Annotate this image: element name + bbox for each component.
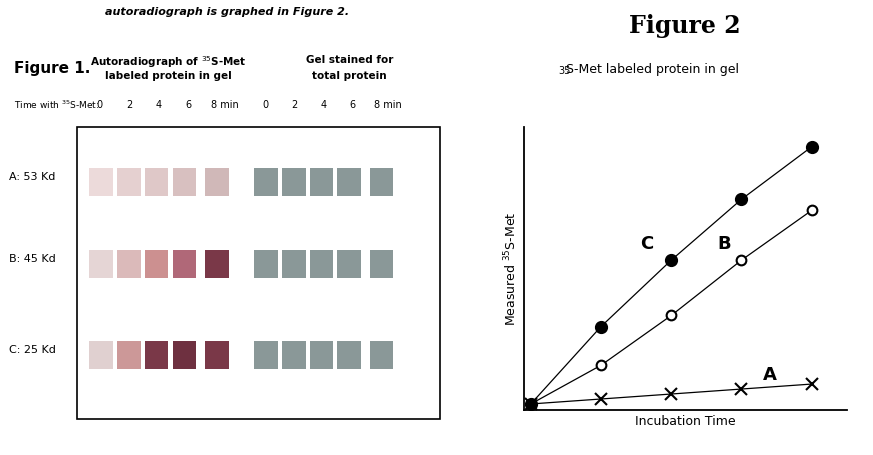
Bar xyxy=(145,250,168,278)
Text: B: B xyxy=(717,235,731,253)
Bar xyxy=(173,250,196,278)
Bar xyxy=(77,127,440,419)
Bar xyxy=(254,341,278,369)
Bar xyxy=(145,341,168,369)
Text: 2: 2 xyxy=(291,100,298,110)
Bar xyxy=(282,250,306,278)
Y-axis label: Measured $^{35}$S-Met: Measured $^{35}$S-Met xyxy=(503,211,519,326)
Text: A: 53 Kd: A: 53 Kd xyxy=(9,172,56,182)
Text: Time with $^{35}$S-Met:: Time with $^{35}$S-Met: xyxy=(14,98,99,111)
Text: 2: 2 xyxy=(127,100,133,110)
Bar xyxy=(282,168,306,196)
Text: Gel stained for: Gel stained for xyxy=(306,55,393,65)
Text: A: A xyxy=(762,366,776,384)
Bar xyxy=(173,341,196,369)
Bar xyxy=(89,250,113,278)
Text: 6: 6 xyxy=(349,100,355,110)
Bar xyxy=(337,168,361,196)
Text: 6: 6 xyxy=(185,100,191,110)
Text: 4: 4 xyxy=(320,100,327,110)
Bar xyxy=(310,341,333,369)
Bar xyxy=(337,341,361,369)
Bar xyxy=(205,250,229,278)
Bar xyxy=(205,341,229,369)
X-axis label: Incubation Time: Incubation Time xyxy=(635,415,736,428)
Bar xyxy=(89,168,113,196)
Bar xyxy=(117,250,141,278)
Bar xyxy=(369,250,393,278)
Text: autoradiograph is graphed in Figure 2.: autoradiograph is graphed in Figure 2. xyxy=(105,7,349,17)
Text: B: 45 Kd: B: 45 Kd xyxy=(9,254,56,264)
Bar xyxy=(117,168,141,196)
Bar xyxy=(173,168,196,196)
Text: 4: 4 xyxy=(155,100,162,110)
Text: Figure 2: Figure 2 xyxy=(629,14,741,38)
Bar xyxy=(310,168,333,196)
Bar xyxy=(369,168,393,196)
Text: 8 min: 8 min xyxy=(375,100,402,110)
Bar xyxy=(205,168,229,196)
Text: 0: 0 xyxy=(263,100,269,110)
Bar xyxy=(145,168,168,196)
Text: C: C xyxy=(640,235,653,253)
Bar xyxy=(254,168,278,196)
Text: Autoradiograph of $^{35}$S-Met: Autoradiograph of $^{35}$S-Met xyxy=(90,55,246,71)
Bar xyxy=(337,250,361,278)
Text: S-Met labeled protein in gel: S-Met labeled protein in gel xyxy=(566,63,739,76)
Bar xyxy=(254,250,278,278)
Text: 0: 0 xyxy=(97,100,103,110)
Text: labeled protein in gel: labeled protein in gel xyxy=(105,71,231,81)
Text: Figure 1.: Figure 1. xyxy=(14,61,90,76)
Bar xyxy=(89,341,113,369)
Bar xyxy=(117,341,141,369)
Bar xyxy=(369,341,393,369)
Text: C: 25 Kd: C: 25 Kd xyxy=(9,345,56,355)
Text: 35: 35 xyxy=(559,66,571,76)
Text: 8 min: 8 min xyxy=(211,100,238,110)
Bar xyxy=(282,341,306,369)
Bar xyxy=(310,250,333,278)
Text: total protein: total protein xyxy=(313,71,387,81)
